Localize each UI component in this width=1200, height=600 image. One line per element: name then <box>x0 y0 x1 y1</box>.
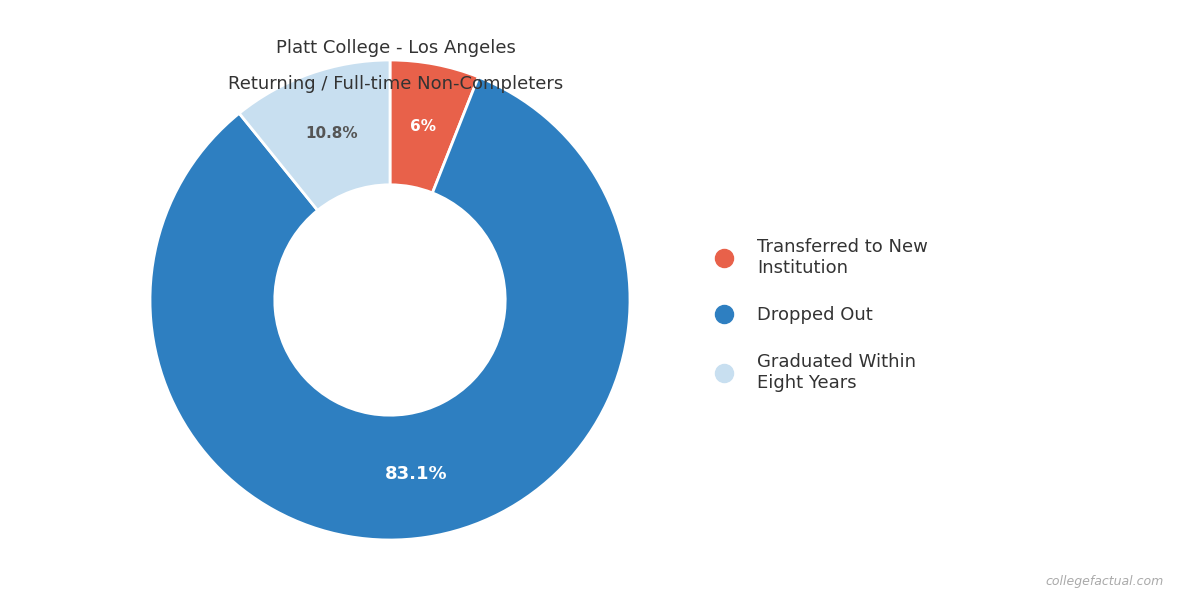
Wedge shape <box>390 60 479 193</box>
Text: collegefactual.com: collegefactual.com <box>1045 575 1164 588</box>
Legend: Transferred to New
Institution, Dropped Out, Graduated Within
Eight Years: Transferred to New Institution, Dropped … <box>707 238 928 392</box>
Text: 83.1%: 83.1% <box>385 466 448 484</box>
Text: Returning / Full-time Non-Completers: Returning / Full-time Non-Completers <box>228 75 564 93</box>
Text: 6%: 6% <box>410 119 436 134</box>
Wedge shape <box>150 77 630 540</box>
Text: Platt College - Los Angeles: Platt College - Los Angeles <box>276 39 516 57</box>
Text: 10.8%: 10.8% <box>305 126 358 141</box>
Wedge shape <box>239 60 390 211</box>
